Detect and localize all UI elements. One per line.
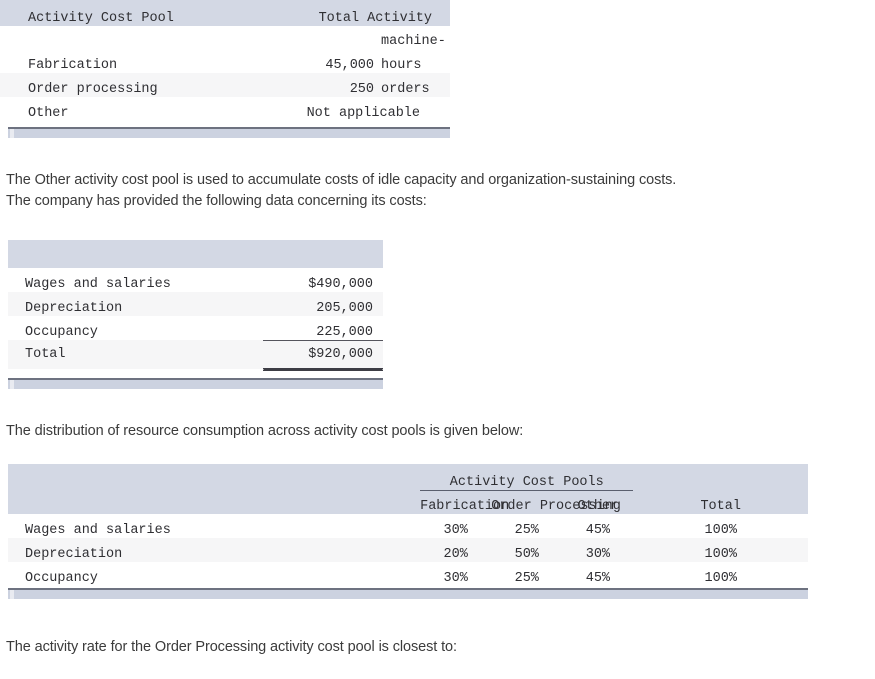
distribution-fabrication: 30% bbox=[443, 571, 468, 586]
distribution-column-header-row: Fabrication Order Processing Other Total bbox=[8, 490, 808, 514]
cost-label: Wages and salaries bbox=[25, 277, 171, 292]
group-header-blank bbox=[8, 464, 420, 490]
footer-bar-nub bbox=[10, 380, 14, 389]
activity-pool-name: Other bbox=[28, 106, 69, 121]
table-row: Wages and salaries 30% 25% 45% 100% bbox=[8, 514, 808, 538]
table-row: Other Not applicable bbox=[0, 97, 450, 121]
group-header-activity-cost-pools: Activity Cost Pools bbox=[420, 464, 634, 491]
activity-unit: hours bbox=[381, 58, 422, 73]
distribution-table-footer-bar bbox=[8, 588, 808, 599]
cost-label: Depreciation bbox=[25, 301, 123, 316]
costs-table-footer-bar bbox=[8, 378, 383, 389]
table-row: Order processing 250 orders bbox=[0, 73, 450, 97]
distribution-other: 45% bbox=[585, 571, 611, 586]
distribution-fabrication: 20% bbox=[443, 547, 468, 562]
activity-cost-pool-table: Activity Cost Pool Total Activity machin… bbox=[0, 0, 450, 121]
table-row: Depreciation 205,000 bbox=[8, 292, 383, 316]
question-line: The activity rate for the Order Processi… bbox=[6, 639, 457, 655]
question-text: The activity rate for the Order Processi… bbox=[6, 637, 866, 658]
distribution-table: Activity Cost Pools Fabrication Order Pr… bbox=[8, 464, 808, 586]
footer-bar-nub bbox=[10, 590, 14, 599]
subheader-spacer bbox=[0, 26, 298, 49]
costs-table: Wages and salaries $490,000 Depreciation… bbox=[8, 240, 383, 371]
table-row: Wages and salaries $490,000 bbox=[8, 268, 383, 292]
costs-header-blank bbox=[8, 240, 263, 268]
activity-amount: Not applicable bbox=[306, 106, 420, 121]
paragraph-line: The company has provided the following d… bbox=[6, 193, 427, 209]
distribution-other: 30% bbox=[585, 547, 611, 562]
column-header-order-processing: Order Processing bbox=[491, 499, 621, 514]
costs-total-row: Total $920,000 bbox=[8, 340, 383, 371]
activity-amount: 45,000 bbox=[325, 58, 375, 73]
distribution-total: 100% bbox=[704, 523, 737, 538]
cost-total-label: Total bbox=[25, 347, 66, 362]
distribution-order-processing: 25% bbox=[514, 571, 539, 586]
group-header-spacer bbox=[633, 464, 808, 490]
activity-table-footer-bar bbox=[8, 127, 450, 138]
paragraph-line: The Other activity cost pool is used to … bbox=[6, 172, 677, 188]
activity-unit: orders bbox=[381, 82, 430, 97]
table-header-row: Activity Cost Pool Total Activity bbox=[0, 0, 450, 26]
table-row: Occupancy 225,000 bbox=[8, 316, 383, 341]
activity-pool-name: Order processing bbox=[28, 82, 158, 97]
costs-table-header-row bbox=[8, 240, 383, 268]
distribution-label: Depreciation bbox=[25, 547, 123, 562]
cost-amount: 205,000 bbox=[316, 301, 373, 316]
table-subheader-row: machine- bbox=[0, 26, 450, 49]
subheader-unit-machine: machine- bbox=[381, 34, 446, 49]
distribution-order-processing: 25% bbox=[514, 523, 539, 538]
cost-label: Occupancy bbox=[25, 325, 98, 340]
paragraph-distribution: The distribution of resource consumption… bbox=[6, 421, 866, 442]
distribution-label: Occupancy bbox=[25, 571, 98, 586]
column-header-total: Total bbox=[700, 499, 741, 514]
activity-pool-name: Fabrication bbox=[28, 58, 118, 73]
table-row: Fabrication 45,000 hours bbox=[0, 49, 450, 73]
table-row: Depreciation 20% 50% 30% 100% bbox=[8, 538, 808, 562]
distribution-group-header-row: Activity Cost Pools bbox=[8, 464, 808, 491]
paragraph-line: The distribution of resource consumption… bbox=[6, 423, 524, 439]
distribution-fabrication: 30% bbox=[443, 523, 468, 538]
distribution-total: 100% bbox=[704, 571, 737, 586]
subheader-spacer-2 bbox=[298, 26, 374, 49]
footer-bar-nub bbox=[10, 129, 14, 138]
distribution-other: 45% bbox=[585, 523, 611, 538]
header-total-activity: Total Activity bbox=[318, 11, 432, 26]
distribution-total: 100% bbox=[704, 547, 737, 562]
table-row: Occupancy 30% 25% 45% 100% bbox=[8, 562, 808, 586]
column-header-fabrication: Fabrication bbox=[420, 499, 510, 514]
activity-amount: 250 bbox=[349, 82, 375, 97]
distribution-label: Wages and salaries bbox=[25, 523, 171, 538]
cost-total-amount: $920,000 bbox=[263, 340, 383, 371]
header-activity-cost-pool: Activity Cost Pool bbox=[28, 11, 174, 26]
column-header-blank bbox=[8, 490, 420, 514]
paragraph-other-cost-pool: The Other activity cost pool is used to … bbox=[6, 170, 866, 212]
column-header-other: Other bbox=[577, 499, 619, 514]
cost-amount: 225,000 bbox=[263, 316, 383, 341]
costs-header-amount bbox=[263, 240, 383, 268]
cost-amount: $490,000 bbox=[308, 277, 373, 292]
distribution-order-processing: 50% bbox=[514, 547, 539, 562]
